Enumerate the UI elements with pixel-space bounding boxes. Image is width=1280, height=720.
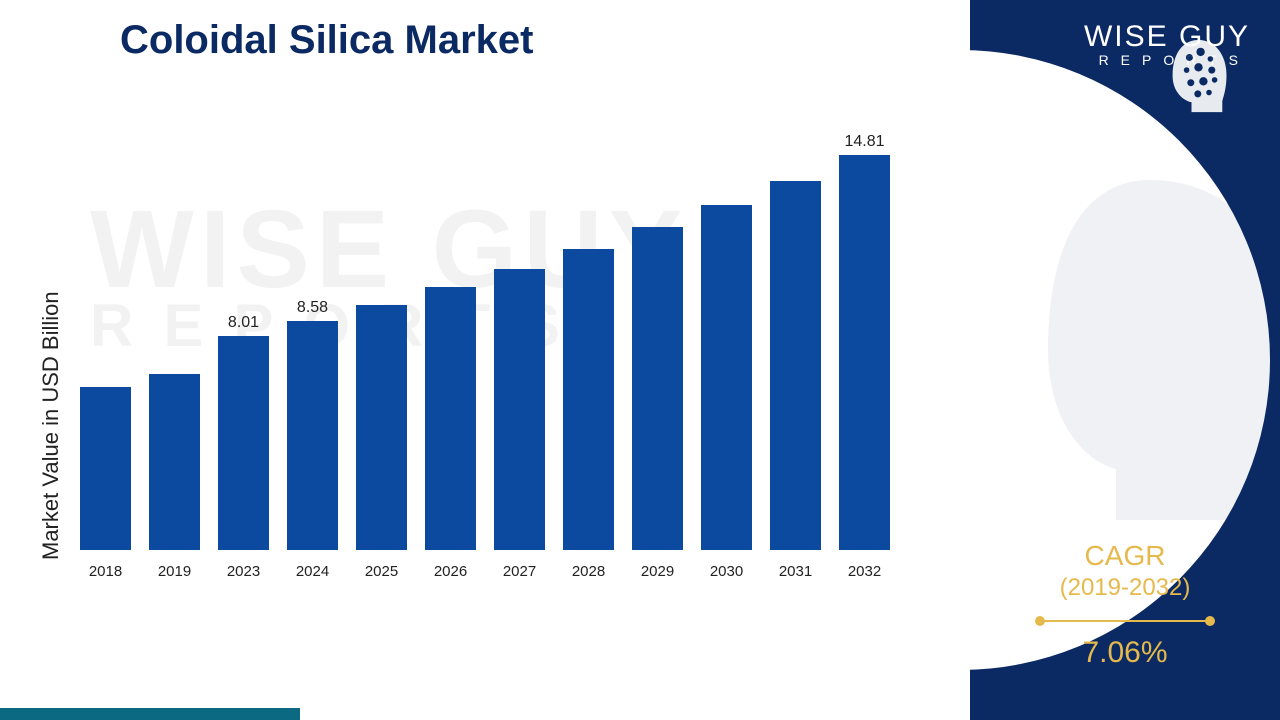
x-tick-label: 2023 [218, 563, 269, 580]
x-tick-label: 2025 [356, 563, 407, 580]
bar-wrap [149, 352, 200, 550]
bar [425, 287, 476, 550]
bar [356, 305, 407, 550]
cagr-divider [1040, 620, 1210, 622]
bar-value-label: 14.81 [844, 133, 884, 151]
bar [632, 227, 683, 550]
bar [287, 321, 338, 550]
x-tick-label: 2019 [149, 563, 200, 580]
bar [770, 181, 821, 550]
x-tick-label: 2032 [839, 563, 890, 580]
x-tick-label: 2018 [80, 563, 131, 580]
x-axis-labels: 2018 2019 2023 2024 2025 2026 2027 2028 2029 2030… [80, 563, 910, 580]
brand-head-icon [1160, 35, 1230, 115]
x-tick-label: 2028 [563, 563, 614, 580]
x-tick-label: 2024 [287, 563, 338, 580]
bar-wrap [770, 159, 821, 550]
x-tick-label: 2030 [701, 563, 752, 580]
bar-wrap [563, 227, 614, 550]
chart-title: Coloidal Silica Market [120, 18, 533, 63]
bars-container: 8.018.5814.81 [80, 150, 910, 550]
bar [218, 336, 269, 550]
bar [80, 387, 131, 550]
x-tick-label: 2026 [425, 563, 476, 580]
bar-wrap [494, 247, 545, 550]
bar-wrap [425, 265, 476, 550]
report-canvas: WISE GUY REPORTS Coloidal Silica Market … [0, 0, 1280, 720]
bar-wrap: 8.01 [218, 314, 269, 550]
bar-wrap [80, 365, 131, 550]
bar [149, 374, 200, 550]
bar [839, 155, 890, 550]
bar [701, 205, 752, 550]
bar-wrap [356, 283, 407, 550]
bar [494, 269, 545, 550]
cagr-label: CAGR [1000, 540, 1250, 572]
x-tick-label: 2027 [494, 563, 545, 580]
bar-wrap [701, 183, 752, 550]
bar-chart: 8.018.5814.81 20182019202320242025202620… [80, 150, 910, 580]
bar-wrap: 14.81 [839, 133, 890, 550]
bottom-accent-strip [0, 708, 300, 720]
bar [563, 249, 614, 550]
bar-wrap: 8.58 [287, 299, 338, 550]
cagr-box: CAGR (2019-2032) 7.06% [1000, 540, 1250, 670]
bar-value-label: 8.01 [228, 314, 259, 332]
bar-wrap [632, 205, 683, 550]
cagr-value: 7.06% [1000, 636, 1250, 670]
x-tick-label: 2031 [770, 563, 821, 580]
bar-value-label: 8.58 [297, 299, 328, 317]
y-axis-label: Market Value in USD Billion [38, 291, 64, 560]
x-tick-label: 2029 [632, 563, 683, 580]
brand-logo: WISE GUY REPORTS [1084, 20, 1250, 68]
cagr-range: (2019-2032) [1000, 574, 1250, 602]
